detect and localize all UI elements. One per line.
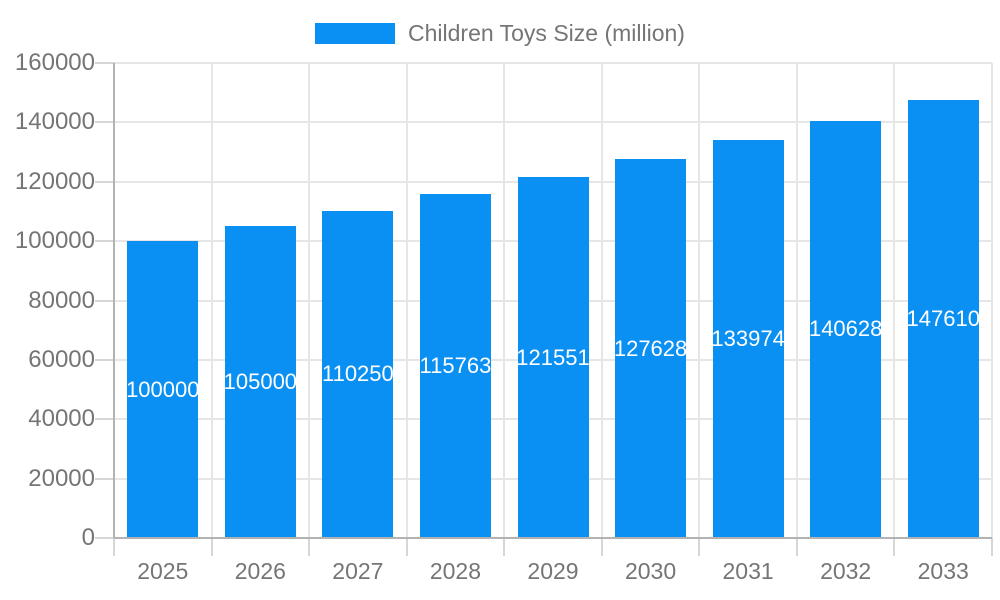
- x-axis-tick-label: 2030: [624, 558, 677, 584]
- x-axis-tick: [991, 538, 993, 556]
- bar-value-label: 133974: [712, 326, 784, 352]
- bar-2028[interactable]: 115763: [419, 194, 491, 538]
- x-axis-tick-label: 2028: [429, 558, 482, 584]
- x-axis-tick-label: 2033: [917, 558, 969, 584]
- x-axis-tick: [795, 538, 798, 556]
- bar-value-label: 105000: [224, 369, 296, 395]
- y-axis-tick: [95, 240, 114, 243]
- y-axis-tick: [95, 358, 114, 361]
- x-axis-line: [114, 537, 992, 539]
- y-axis-tick: [95, 537, 114, 539]
- y-axis-tick-label: 40000: [28, 405, 95, 433]
- legend-item[interactable]: Children Toys Size (million): [315, 20, 685, 47]
- bar-value-label: 127628: [615, 335, 687, 361]
- x-axis-tick-label: 2032: [820, 558, 872, 584]
- y-axis-tick: [95, 477, 114, 480]
- y-axis-tick-label: 0: [81, 524, 95, 551]
- y-axis-tick-label: 80000: [28, 286, 95, 314]
- gridline-vertical: [698, 63, 701, 538]
- bar-2027[interactable]: 110250: [322, 210, 394, 538]
- y-axis-line: [113, 63, 115, 538]
- bar-2033[interactable]: 147610: [907, 99, 979, 538]
- gridline-vertical: [795, 63, 798, 538]
- gridline-vertical: [503, 63, 506, 538]
- bar-2025[interactable]: 100000: [127, 241, 199, 538]
- bar-value-label: 115763: [419, 353, 491, 379]
- bar-2032[interactable]: 140628: [810, 120, 882, 538]
- x-axis-tick: [113, 538, 115, 556]
- bar-value-label: 121551: [517, 344, 589, 370]
- y-axis-tick: [95, 180, 114, 183]
- legend-swatch-icon: [315, 23, 396, 44]
- x-axis-tick-label: 2029: [527, 558, 579, 584]
- bar-value-label: 110250: [322, 361, 394, 387]
- y-axis-tick: [95, 62, 114, 64]
- gridline-vertical: [893, 63, 896, 538]
- gridline-vertical: [600, 63, 603, 538]
- x-axis-tick: [600, 538, 603, 556]
- x-axis-tick: [308, 538, 311, 556]
- legend: Children Toys Size (million): [0, 20, 1000, 47]
- gridline-vertical: [405, 63, 408, 538]
- plot-area: 0 20000 40000 60000 80000 100000 120000 140000 1…: [15, 50, 993, 584]
- x-axis-tick: [503, 538, 506, 556]
- gridline-vertical: [991, 63, 993, 538]
- bar-value-label: 140628: [810, 316, 882, 342]
- bar-value-label: 100000: [127, 376, 199, 402]
- x-axis-tick: [698, 538, 701, 556]
- gridline-horizontal: [114, 121, 992, 124]
- x-axis-tick-label: 2026: [234, 558, 286, 584]
- bar-2026[interactable]: 105000: [224, 226, 296, 538]
- x-axis-tick-label: 2025: [137, 558, 189, 584]
- x-axis-tick: [405, 538, 408, 556]
- bar-value-label: 147610: [907, 305, 979, 331]
- x-axis-tick: [210, 538, 213, 556]
- y-axis-tick-label: 120000: [14, 167, 95, 195]
- x-axis-tick: [893, 538, 896, 556]
- y-axis-tick: [95, 299, 114, 302]
- y-axis-tick-label: 20000: [28, 464, 95, 492]
- bar-2031[interactable]: 133974: [712, 140, 784, 538]
- y-axis-tick-label: 160000: [14, 49, 95, 76]
- gridline-horizontal: [114, 62, 992, 64]
- bar-2030[interactable]: 127628: [615, 159, 687, 538]
- y-axis-tick: [95, 121, 114, 124]
- y-axis-tick-label: 100000: [14, 227, 95, 255]
- gridline-vertical: [210, 63, 213, 538]
- gridline-vertical: [308, 63, 311, 538]
- bar-2029[interactable]: 121551: [517, 177, 589, 538]
- x-axis-tick-label: 2027: [332, 558, 384, 584]
- y-axis-tick-label: 140000: [14, 108, 95, 136]
- y-axis-tick-label: 60000: [28, 345, 95, 373]
- y-axis-tick: [95, 418, 114, 421]
- legend-label: Children Toys Size (million): [408, 20, 685, 46]
- x-axis-tick-label: 2031: [722, 558, 774, 584]
